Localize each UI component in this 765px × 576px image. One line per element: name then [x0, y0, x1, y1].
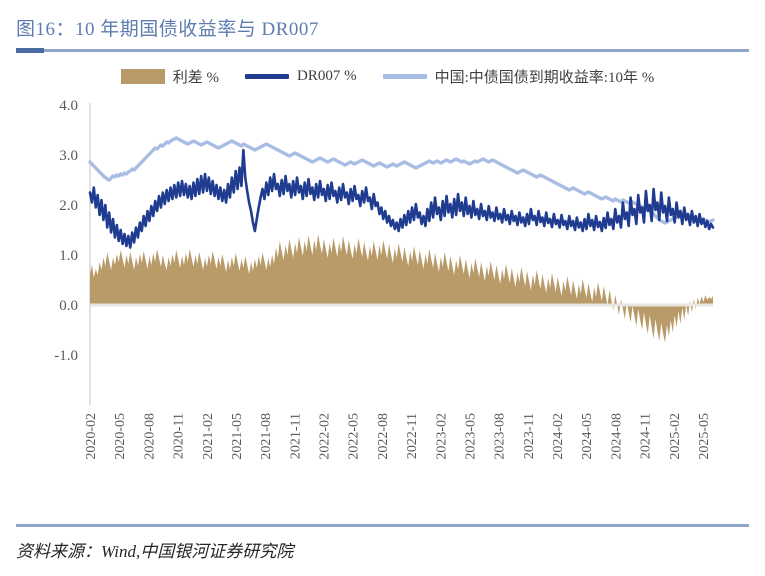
spread-area-path [90, 234, 713, 343]
figure-footer: 资料来源：Wind,中国银河证券研究院 [16, 524, 749, 562]
legend-item-cgb10y[interactable]: 中国:中债国债到期收益率:10年 % [382, 66, 655, 87]
series-dr007-line [88, 148, 715, 249]
x-tick-label: 2022-11 [405, 413, 420, 459]
series-cgb10y-line [88, 136, 715, 225]
g-cgb-path [88, 136, 715, 225]
footer-divider [16, 524, 749, 527]
page-title: 图16：10 年期国债收益率与 DR007 [16, 19, 319, 40]
source-note: 资料来源：Wind,中国银河证券研究院 [16, 542, 294, 561]
x-tick-label: 2021-05 [230, 413, 245, 460]
title-divider-accent [16, 48, 44, 53]
figure-header: 图16：10 年期国债收益率与 DR007 [0, 0, 765, 53]
x-tick-label: 2024-08 [609, 413, 624, 460]
legend-label-spread: 利差 % [172, 70, 220, 86]
title-divider [16, 48, 749, 53]
chart-legend: 利差 % DR007 % 中国:中债国债到期收益率:10年 % [0, 66, 765, 87]
y-tick-label: -1.0 [54, 348, 78, 364]
x-tick-label: 2020-08 [142, 413, 157, 460]
x-tick-label: 2020-02 [84, 413, 99, 460]
x-tick-label: 2022-02 [318, 413, 333, 460]
y-tick-label: 2.0 [59, 198, 78, 214]
y-tick-label: 3.0 [59, 148, 78, 164]
x-tick-label: 2025-02 [668, 413, 683, 460]
legend-item-dr007[interactable]: DR007 % [245, 68, 357, 85]
x-tick-label: 2022-05 [347, 413, 362, 460]
x-tick-label: 2023-11 [522, 413, 537, 459]
x-tick-label: 2020-05 [113, 413, 128, 460]
chart-plot-area: 4.0 3.0 2.0 1.0 0.0 -1.0 2020-02 2020-05 2020-0… [0, 93, 765, 508]
x-tick-label: 2022-08 [376, 413, 391, 460]
x-tick-label: 2024-05 [580, 413, 595, 460]
x-tick-label: 2021-11 [288, 413, 303, 459]
y-tick-label: 4.0 [59, 98, 78, 114]
legend-label-cgb10y: 中国:中债国债到期收益率:10年 % [434, 70, 655, 86]
x-tick-label: 2024-02 [551, 413, 566, 460]
series-spread-area [90, 234, 713, 343]
legend-swatch-line-icon [245, 74, 290, 79]
x-tick-label: 2025-05 [697, 413, 712, 460]
legend-item-spread[interactable]: 利差 % [120, 66, 220, 87]
legend-swatch-line-icon [382, 74, 427, 79]
x-tick-label: 2024-11 [639, 413, 654, 459]
legend-label-dr007: DR007 % [297, 68, 357, 84]
y-axis-tick-labels: 4.0 3.0 2.0 1.0 0.0 -1.0 [54, 98, 78, 364]
x-tick-label: 2021-02 [201, 413, 216, 460]
x-axis-tick-labels: 2020-02 2020-05 2020-08 2020-11 2021-02 2021-… [84, 413, 712, 460]
y-tick-label: 0.0 [59, 298, 78, 314]
x-tick-label: 2020-11 [172, 413, 187, 459]
x-tick-label: 2023-08 [493, 413, 508, 460]
legend-swatch-bar-icon [120, 69, 165, 84]
y-tick-label: 1.0 [59, 248, 78, 264]
x-tick-label: 2023-02 [434, 413, 449, 460]
x-tick-label: 2021-08 [259, 413, 274, 460]
g-dr007-path [88, 148, 715, 249]
chart-svg: 4.03.02.01.00.0-1.0 2020-02 2020-05 2020-0… [54, 98, 715, 460]
x-tick-label: 2023-05 [464, 413, 479, 460]
